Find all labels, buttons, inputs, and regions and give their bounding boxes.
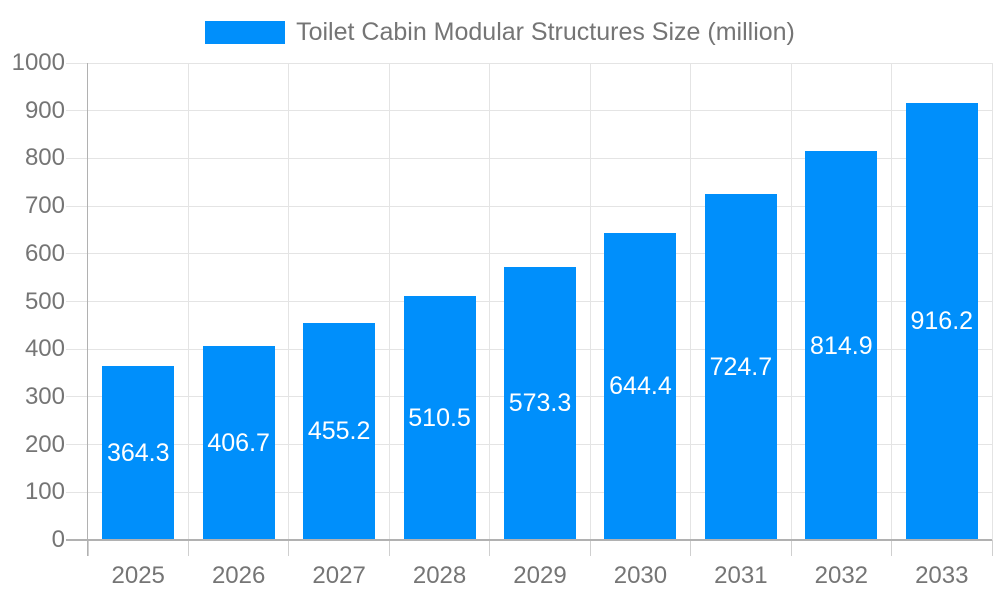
y-gridline — [66, 205, 992, 207]
x-gridline — [288, 63, 290, 540]
bar — [403, 296, 476, 540]
x-axis-tick-label: 2028 — [412, 562, 467, 589]
x-gridline — [891, 63, 893, 540]
x-axis-tick-label: 2025 — [111, 562, 165, 589]
y-axis-tick-label: 0 — [51, 526, 65, 553]
x-axis-tick — [589, 540, 591, 556]
x-axis-tick-label: 2030 — [613, 562, 668, 589]
x-axis-tick-label: 2029 — [513, 562, 567, 589]
x-axis-tick — [187, 540, 189, 556]
bar-value-label: 814.9 — [810, 331, 873, 360]
bar — [102, 366, 175, 540]
bar-value-label: 510.5 — [408, 404, 471, 433]
x-gridline — [790, 63, 792, 540]
x-axis-tick — [790, 540, 792, 556]
y-axis-tick-label: 1000 — [11, 49, 65, 76]
x-axis-tick — [288, 540, 290, 556]
x-axis-tick — [388, 540, 390, 556]
bar — [202, 346, 275, 540]
x-axis-tick — [489, 540, 491, 556]
x-axis-tick-label: 2031 — [714, 562, 768, 589]
y-gridline — [66, 253, 992, 255]
bar-value-label: 916.2 — [910, 307, 974, 336]
x-axis-tick-label: 2027 — [312, 562, 366, 589]
legend-label: Toilet Cabin Modular Structures Size (mi… — [296, 17, 795, 46]
bar-value-label: 406.7 — [207, 429, 270, 457]
bar-value-label: 573.3 — [508, 389, 572, 418]
y-axis-tick-label: 500 — [24, 287, 65, 315]
bar-value-label: 455.2 — [307, 417, 371, 446]
x-axis-line — [66, 539, 992, 541]
x-axis-tick — [891, 540, 893, 556]
bar-value-label: 364.3 — [106, 439, 170, 468]
x-axis-tick-label: 2033 — [915, 562, 969, 589]
bar-value-label: 724.7 — [709, 353, 773, 382]
y-gridline — [66, 157, 992, 159]
y-axis-tick-label: 900 — [24, 96, 65, 124]
bar — [303, 322, 376, 540]
legend-color-swatch — [205, 20, 286, 44]
y-axis-tick-label: 100 — [24, 478, 65, 506]
bar-value-label: 644.4 — [609, 372, 672, 401]
bar — [604, 232, 677, 540]
x-gridline — [589, 63, 591, 540]
x-axis-tick — [690, 540, 692, 556]
y-axis-tick-label: 200 — [24, 430, 65, 458]
y-gridline — [66, 110, 992, 112]
x-axis-tick — [991, 540, 993, 556]
x-gridline — [187, 63, 189, 540]
x-axis-tick-label: 2032 — [814, 562, 869, 589]
x-axis-tick — [87, 540, 89, 556]
x-axis-tick-label: 2026 — [211, 562, 266, 589]
x-gridline — [690, 63, 692, 540]
y-axis-tick-label: 400 — [24, 335, 65, 363]
x-gridline — [489, 63, 491, 540]
bar — [905, 102, 978, 540]
y-axis-line — [87, 63, 88, 556]
y-axis-tick-label: 800 — [24, 144, 65, 172]
bar — [805, 151, 878, 540]
y-gridline — [66, 62, 992, 64]
chart-legend-item[interactable]: Toilet Cabin Modular Structures Size (mi… — [0, 18, 1000, 46]
y-axis-tick-label: 300 — [24, 382, 65, 410]
x-gridline — [991, 63, 993, 540]
x-gridline — [388, 63, 390, 540]
bar — [504, 266, 576, 540]
y-axis-tick-label: 600 — [24, 239, 65, 267]
y-axis-tick-label: 700 — [24, 192, 65, 220]
bar — [704, 194, 777, 540]
